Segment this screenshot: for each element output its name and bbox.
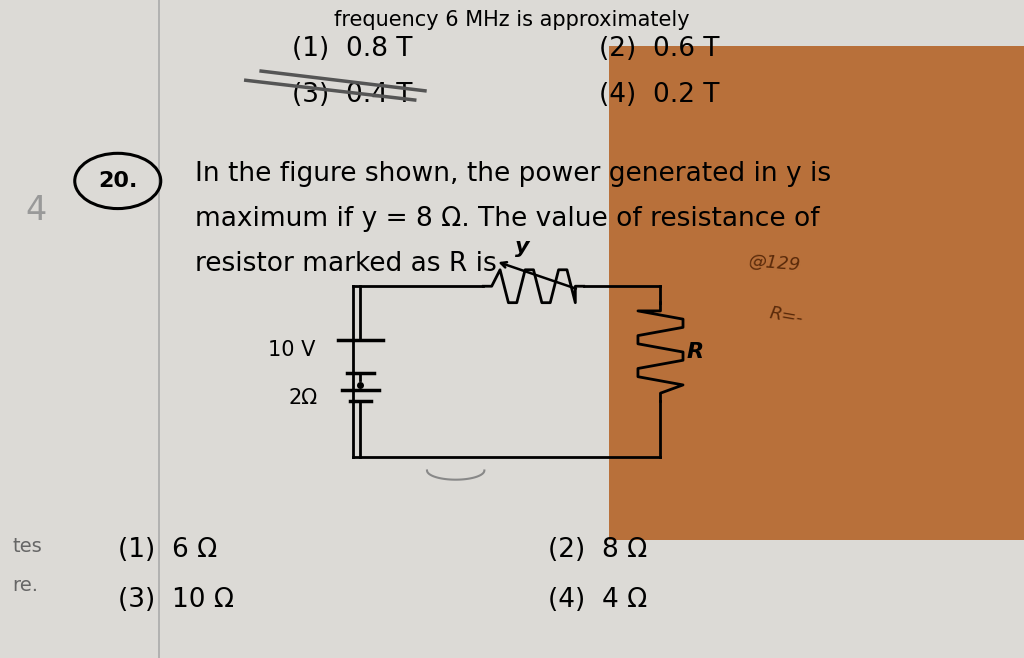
- Text: (1)  6 Ω: (1) 6 Ω: [118, 536, 217, 563]
- Text: maximum if y = 8 Ω. The value of resistance of: maximum if y = 8 Ω. The value of resista…: [195, 206, 819, 232]
- Text: (2)  0.6 T: (2) 0.6 T: [599, 36, 720, 63]
- Text: (1)  0.8 T: (1) 0.8 T: [292, 36, 413, 63]
- Text: In the figure shown, the power generated in y is: In the figure shown, the power generated…: [195, 161, 830, 188]
- Text: y: y: [515, 237, 529, 257]
- Text: 20.: 20.: [98, 171, 137, 191]
- Text: @129: @129: [748, 252, 802, 274]
- Text: (3)  10 Ω: (3) 10 Ω: [118, 587, 233, 613]
- Bar: [609, 46, 1024, 540]
- Text: resistor marked as R is: resistor marked as R is: [195, 251, 497, 277]
- Text: (2)  8 Ω: (2) 8 Ω: [548, 536, 647, 563]
- Text: (4)  4 Ω: (4) 4 Ω: [548, 587, 647, 613]
- Text: 2Ω: 2Ω: [289, 388, 317, 408]
- Text: R: R: [686, 342, 703, 362]
- Text: tes: tes: [12, 537, 42, 556]
- Text: frequency 6 MHz is approximately: frequency 6 MHz is approximately: [334, 10, 690, 30]
- Text: R=-: R=-: [768, 304, 805, 328]
- Text: 4: 4: [26, 194, 47, 227]
- Text: (3)  0.4 T: (3) 0.4 T: [292, 82, 413, 109]
- Text: (4)  0.2 T: (4) 0.2 T: [599, 82, 720, 109]
- Text: re.: re.: [12, 576, 38, 595]
- Text: 10 V: 10 V: [268, 340, 315, 360]
